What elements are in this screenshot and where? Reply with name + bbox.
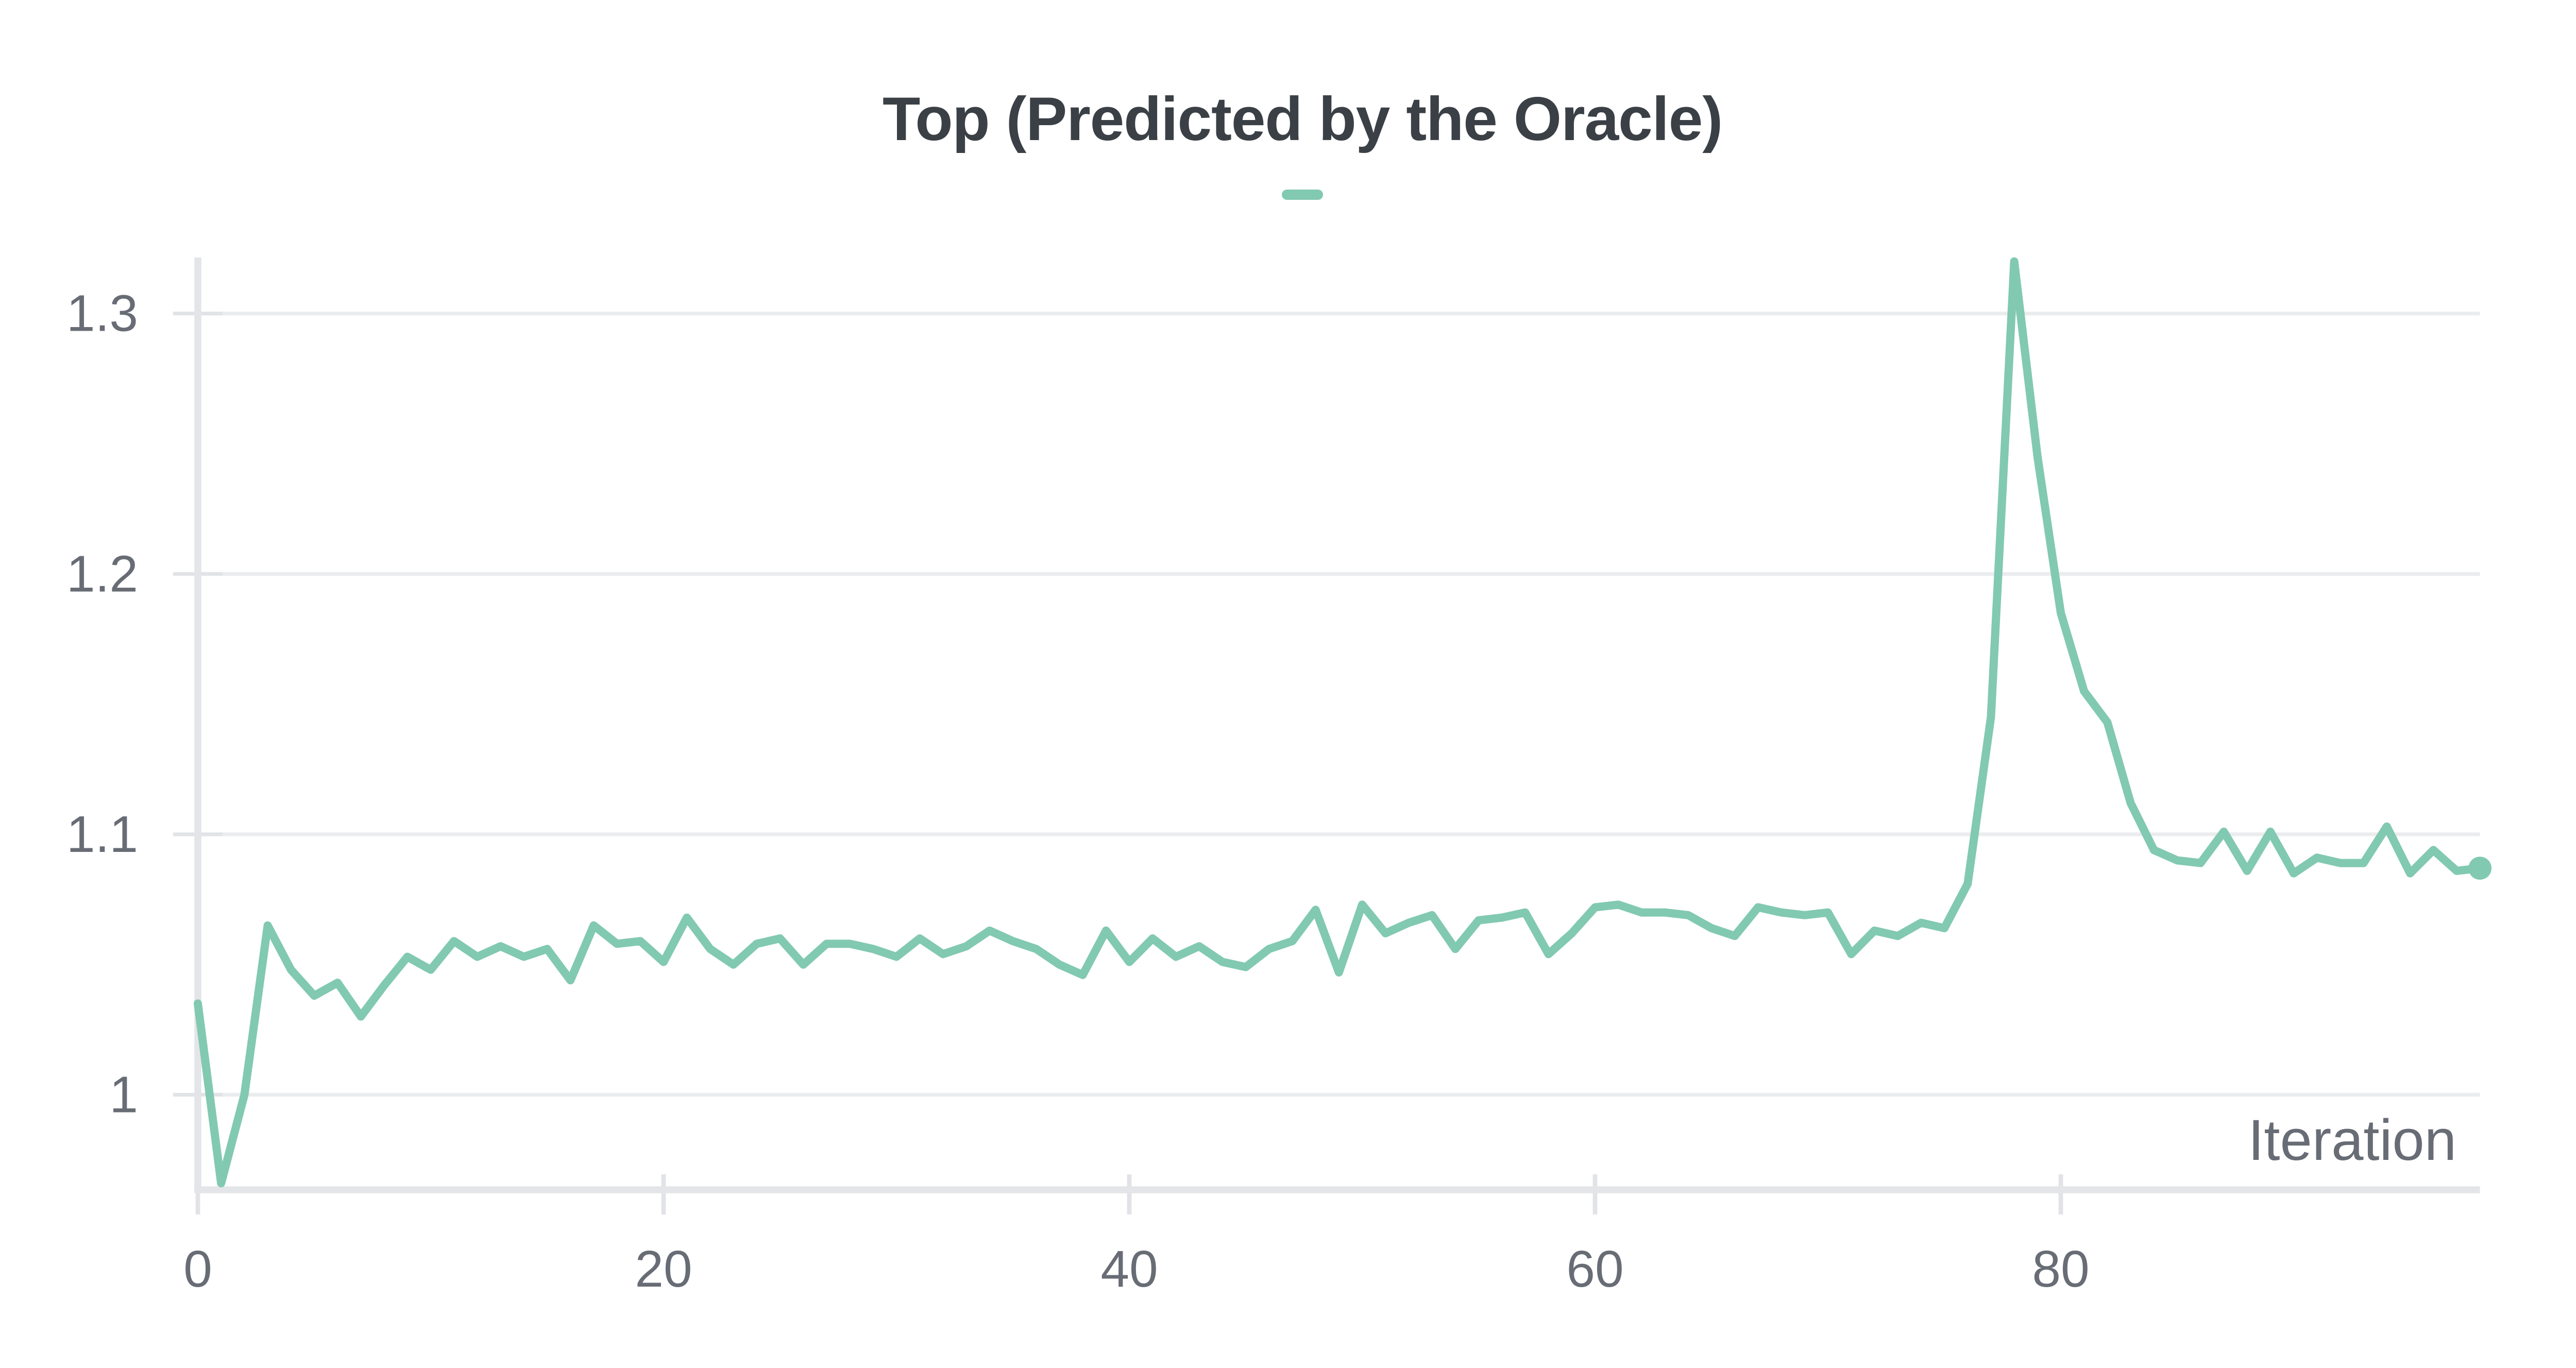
end-point-marker <box>2468 857 2492 880</box>
x-tick-label: 0 <box>183 1240 212 1298</box>
x-tick-label: 60 <box>1566 1240 1623 1298</box>
y-tick-label: 1 <box>109 1066 138 1123</box>
x-axis-title: Iteration <box>2248 1108 2456 1172</box>
x-tick-label: 20 <box>635 1240 692 1298</box>
x-tick-label: 80 <box>2032 1240 2089 1298</box>
chart-title: Top (Predicted by the Oracle) <box>883 87 1723 155</box>
legend-line-icon <box>1282 190 1323 199</box>
legend[interactable] <box>1276 183 1329 205</box>
x-tick-label: 40 <box>1100 1240 1158 1298</box>
y-tick-label: 1.2 <box>66 545 138 603</box>
y-tick-label: 1.1 <box>66 806 138 863</box>
series-line <box>194 257 2484 1188</box>
y-tick-label: 1.3 <box>66 285 138 343</box>
